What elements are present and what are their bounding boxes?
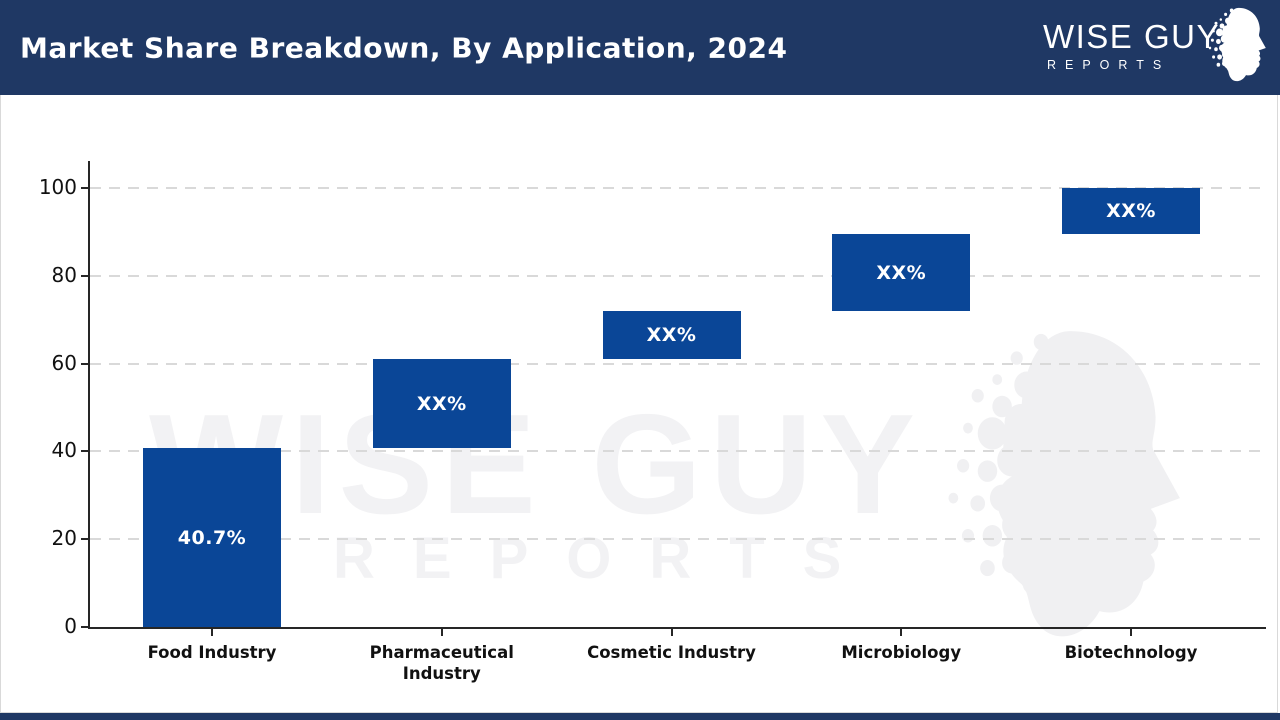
x-axis-tick (211, 629, 213, 636)
y-axis (88, 161, 90, 629)
gridline (90, 187, 1264, 189)
header-bar: Market Share Breakdown, By Application, … (0, 0, 1280, 95)
logo-wordmark: WISE GUY (1042, 18, 1220, 56)
gridline (90, 274, 1264, 277)
gridline (90, 362, 1264, 365)
bar-food-industry: 40.7% (143, 448, 281, 627)
y-axis-tick-label: 0 (64, 614, 77, 638)
y-axis-tick-label: 80 (51, 262, 77, 287)
x-category-label: Biotechnology (1064, 643, 1198, 662)
bar-value-label: XX% (416, 392, 467, 415)
logo-subtitle: REPORTS (1046, 57, 1171, 72)
x-category-label: Pharmaceutical Industry (369, 643, 514, 684)
gridline (90, 538, 1264, 541)
bar-value-label: XX% (646, 324, 697, 347)
x-axis-tick (670, 629, 673, 636)
watermark-head-icon (948, 331, 1180, 637)
y-axis-tick (81, 362, 88, 365)
y-axis-tick (81, 450, 88, 453)
y-axis-tick-label: 60 (51, 350, 77, 375)
x-category-label: Cosmetic Industry (587, 643, 756, 662)
footer-bar (0, 713, 1280, 720)
bar-pharmaceutical-industry: XX% (372, 359, 511, 449)
x-axis-tick (900, 629, 903, 636)
x-category-label: Microbiology (841, 643, 962, 662)
x-axis-tick (440, 629, 443, 636)
wise-guy-logo: WISE GUY REPORTS (1043, 4, 1270, 88)
y-axis-tick (81, 274, 88, 277)
y-axis-tick-label: 40 (51, 438, 77, 463)
y-axis-tick-label: 100 (38, 175, 77, 199)
bar-microbiology: XX% (832, 234, 971, 311)
y-axis-tick (81, 626, 88, 628)
bar-cosmetic-industry: XX% (602, 310, 741, 360)
bar-value-label: XX% (1106, 200, 1156, 223)
x-axis (88, 627, 1266, 629)
x-category-label: Food Industry (147, 643, 277, 662)
page-title: Market Share Breakdown, By Application, … (20, 31, 788, 64)
gridline (90, 450, 1264, 453)
bar-value-label: XX% (876, 261, 927, 284)
bar-biotechnology: XX% (1062, 188, 1200, 235)
head-profile-icon (1208, 7, 1266, 82)
watermark-subtitle: REPORTS (333, 526, 880, 591)
logo-text: WISE GUY REPORTS (1043, 20, 1220, 72)
chart-area: WISE GUY REPORTS 0 20 40 60 80 100 Food Indust… (0, 95, 1278, 713)
y-axis-tick (81, 538, 88, 541)
bar-value-label: 40.7% (177, 526, 247, 549)
y-axis-tick (81, 187, 88, 189)
y-axis-tick-label: 20 (51, 526, 77, 551)
x-axis-tick (1130, 629, 1132, 636)
